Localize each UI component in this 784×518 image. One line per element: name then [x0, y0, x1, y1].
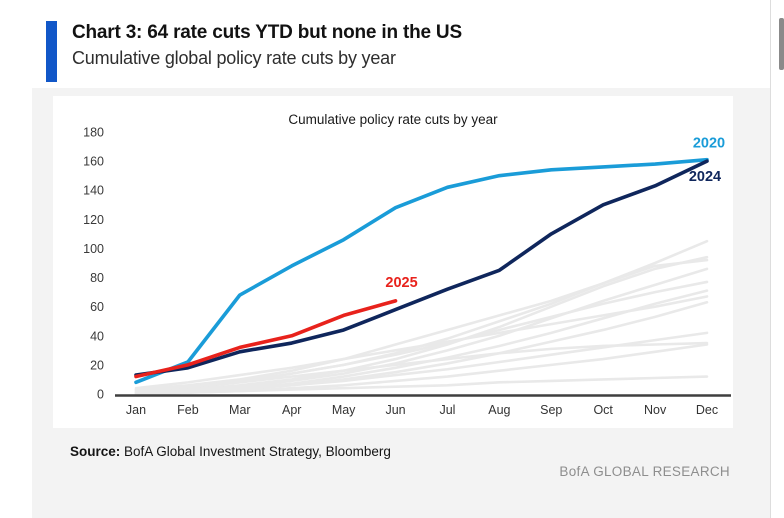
series-line-2024	[134, 159, 709, 377]
x-tick-label: Jun	[385, 403, 405, 417]
y-tick-label: 100	[83, 242, 104, 256]
x-tick-label: May	[332, 403, 356, 417]
series-line-other-year-2	[134, 255, 709, 394]
scrollbar-thumb[interactable]	[779, 18, 784, 70]
x-tick-label: Oct	[593, 403, 613, 417]
series-line-2020	[134, 157, 709, 385]
x-tick-label: Apr	[282, 403, 301, 417]
y-tick-label: 140	[83, 184, 104, 198]
brand-line: BofA GLOBAL RESEARCH	[559, 464, 730, 479]
y-tick-label: 80	[90, 271, 104, 285]
series-label-2025: 2025	[385, 275, 417, 291]
accent-bar	[46, 21, 57, 82]
x-tick-label: Dec	[696, 403, 718, 417]
series-label-2024: 2024	[689, 169, 721, 185]
x-tick-label: Feb	[177, 403, 199, 417]
series-label-2020: 2020	[693, 136, 725, 152]
source-text: BofA Global Investment Strategy, Bloombe…	[120, 444, 391, 459]
series-line-2025	[134, 299, 398, 379]
y-tick-label: 180	[83, 126, 104, 140]
rate-cuts-chart: 0 20 40 60 80 100 120 140 160 180 Jan Feb Mar Apr May J…	[83, 126, 731, 417]
x-tick-label: Jan	[126, 403, 146, 417]
chart-subheading: Cumulative global policy rate cuts by ye…	[72, 47, 396, 68]
source-label: Source:	[70, 444, 121, 459]
window-edge	[770, 0, 771, 518]
source-line: Source: BofA Global Investment Strategy,…	[70, 444, 391, 459]
x-tick-label: Aug	[488, 403, 510, 417]
chart-card: 0 20 40 60 80 100 120 140 160 180 Jan Feb Mar Apr May J…	[53, 96, 733, 428]
series-line-other-year-3	[134, 258, 709, 391]
y-tick-label: 40	[90, 329, 104, 343]
y-tick-label: 20	[90, 358, 104, 372]
series-line-other-year-7	[134, 295, 709, 390]
chart-heading: Chart 3: 64 rate cuts YTD but none in th…	[72, 22, 462, 43]
x-tick-label: Jul	[439, 403, 455, 417]
x-tick-label: Sep	[540, 403, 562, 417]
y-tick-label: 120	[83, 213, 104, 227]
y-tick-label: 60	[90, 300, 104, 314]
series-line-other-year-12	[134, 375, 709, 396]
x-tick-label: Mar	[229, 403, 251, 417]
series-line-other-year-11	[134, 341, 709, 391]
series-line-other-year-4	[134, 267, 709, 396]
y-tick-label: 0	[97, 388, 104, 402]
x-tick-label: Nov	[644, 403, 667, 417]
chart-header: Chart 3: 64 rate cuts YTD but none in th…	[72, 20, 712, 71]
plot-title: Cumulative policy rate cuts by year	[288, 112, 498, 127]
y-tick-label: 160	[83, 155, 104, 169]
